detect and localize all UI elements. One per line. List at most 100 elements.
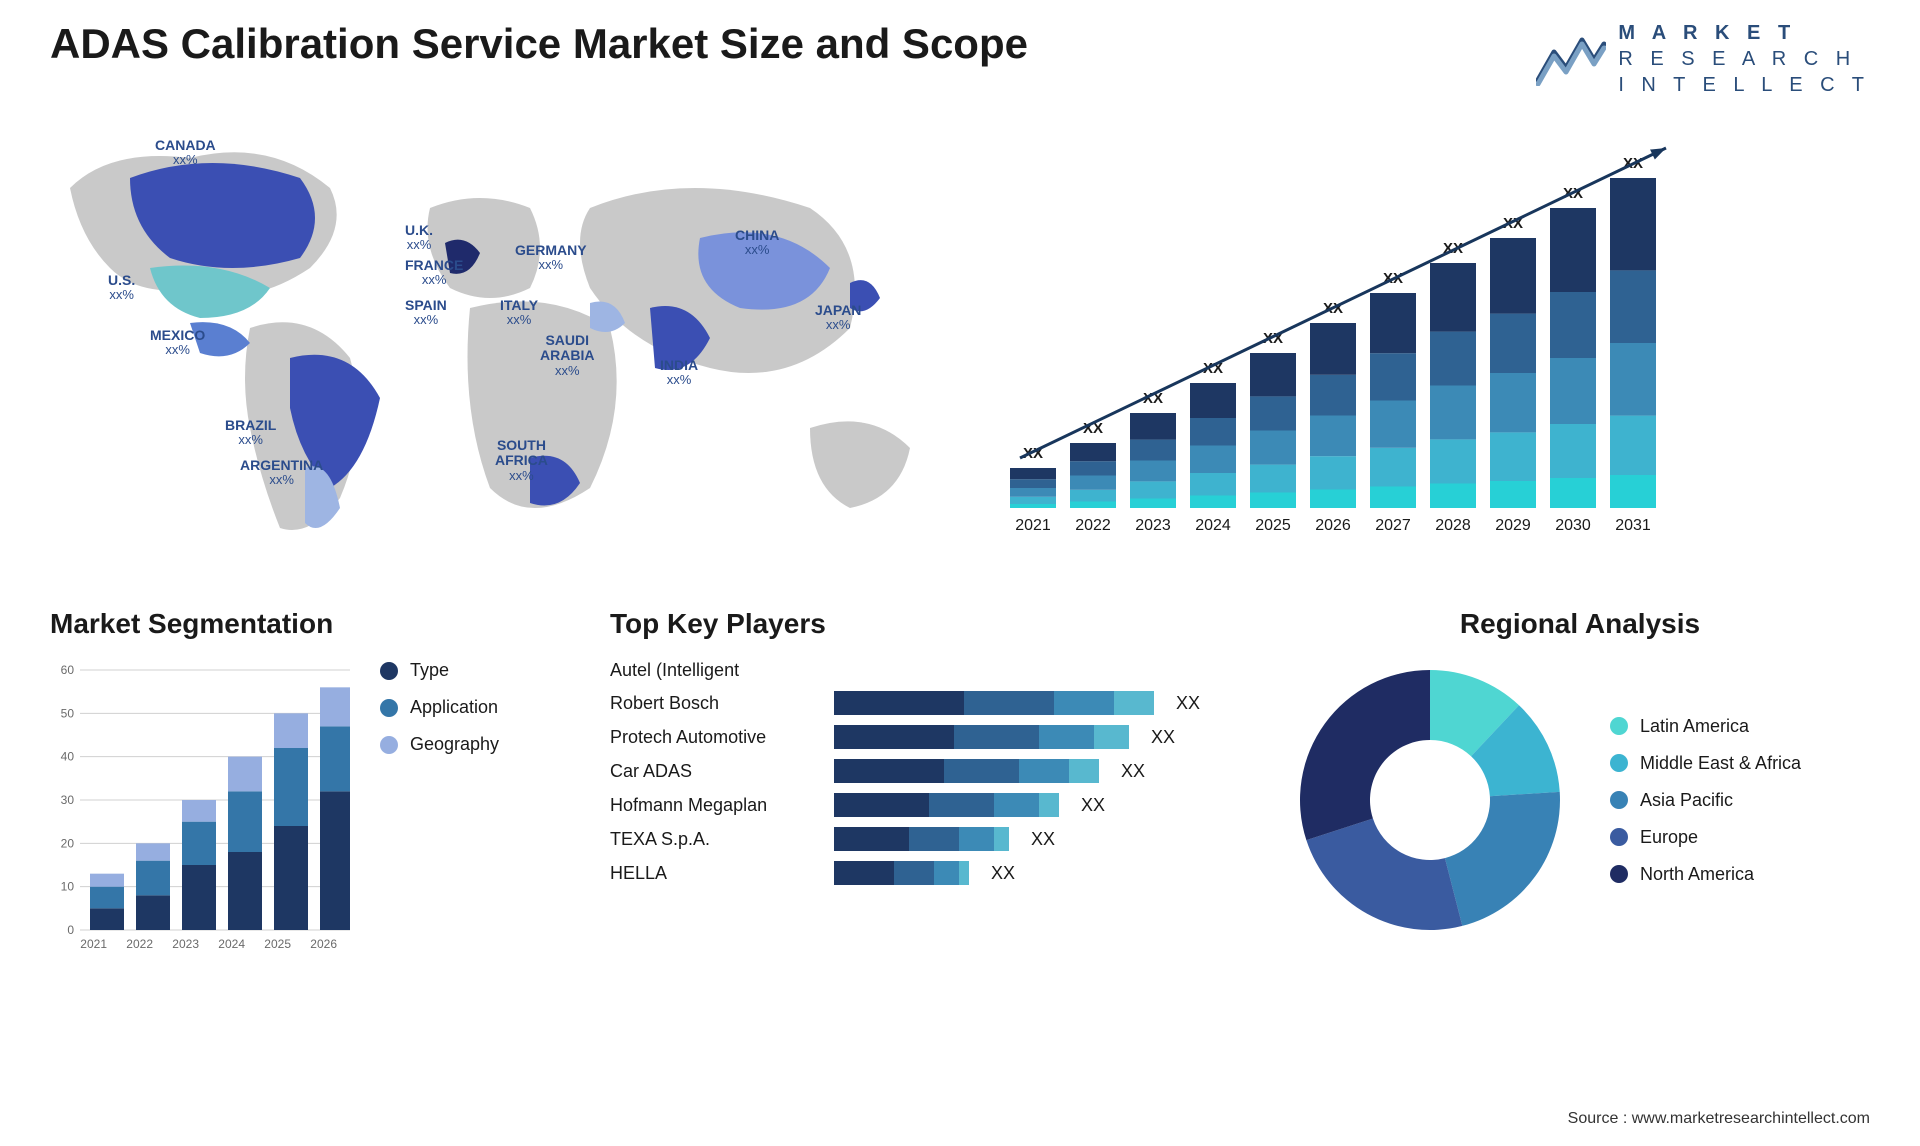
country-label: U.K.xx% (405, 223, 433, 253)
player-bar (834, 861, 969, 885)
legend-swatch (1610, 791, 1628, 809)
legend-item: Asia Pacific (1610, 790, 1801, 811)
country-label: SPAINxx% (405, 298, 447, 328)
legend-item: North America (1610, 864, 1801, 885)
players-title: Top Key Players (610, 608, 1250, 640)
player-name: Car ADAS (610, 761, 820, 782)
source-text: Source : www.marketresearchintellect.com (1568, 1110, 1870, 1128)
svg-text:2022: 2022 (1075, 517, 1111, 534)
player-value: XX (1176, 693, 1200, 714)
legend-item: Latin America (1610, 716, 1801, 737)
player-row: Autel (Intelligent (610, 660, 1250, 681)
svg-text:2027: 2027 (1375, 517, 1411, 534)
svg-text:2026: 2026 (1315, 517, 1351, 534)
legend-label: Latin America (1640, 716, 1749, 737)
segmentation-chart: 0102030405060202120222023202420252026 (50, 660, 350, 965)
svg-text:10: 10 (61, 880, 75, 894)
legend-swatch (380, 736, 398, 754)
segmentation-title: Market Segmentation (50, 608, 570, 640)
country-label: ITALYxx% (500, 298, 538, 328)
svg-text:0: 0 (67, 923, 74, 937)
player-value: XX (991, 863, 1015, 884)
page-title: ADAS Calibration Service Market Size and… (50, 20, 1028, 68)
svg-text:40: 40 (61, 750, 75, 764)
svg-text:2031: 2031 (1615, 517, 1651, 534)
player-row: HELLA XX (610, 861, 1250, 885)
legend-label: Asia Pacific (1640, 790, 1733, 811)
svg-text:20: 20 (61, 836, 75, 850)
country-label: CHINAxx% (735, 228, 779, 258)
player-row: Car ADAS XX (610, 759, 1250, 783)
country-label: INDIAxx% (660, 358, 698, 388)
svg-text:30: 30 (61, 793, 75, 807)
legend-label: Geography (410, 734, 499, 755)
country-label: CANADAxx% (155, 138, 216, 168)
country-label: ARGENTINAxx% (240, 458, 323, 488)
svg-text:2024: 2024 (1195, 517, 1231, 534)
svg-text:2029: 2029 (1495, 517, 1531, 534)
player-value: XX (1081, 795, 1105, 816)
svg-text:2026: 2026 (310, 937, 337, 951)
legend-label: Application (410, 697, 498, 718)
legend-item: Application (380, 697, 499, 718)
player-name: Hofmann Megaplan (610, 795, 820, 816)
legend-swatch (1610, 717, 1628, 735)
svg-text:2021: 2021 (80, 937, 107, 951)
logo-icon (1536, 32, 1606, 86)
main-chart-svg: XX2021XX2022XX2023XX2024XX2025XX2026XX20… (990, 128, 1690, 548)
svg-text:2024: 2024 (218, 937, 245, 951)
legend-swatch (1610, 828, 1628, 846)
player-name: Robert Bosch (610, 693, 820, 714)
world-map: CANADAxx%U.S.xx%MEXICOxx%BRAZILxx%ARGENT… (50, 128, 950, 558)
player-bar (834, 793, 1059, 817)
legend-swatch (380, 699, 398, 717)
svg-text:2023: 2023 (172, 937, 199, 951)
country-label: U.S.xx% (108, 273, 135, 303)
player-value: XX (1031, 829, 1055, 850)
svg-text:2023: 2023 (1135, 517, 1171, 534)
logo: M A R K E T R E S E A R C H I N T E L L … (1536, 20, 1870, 98)
player-value: XX (1151, 727, 1175, 748)
main-growth-chart: XX2021XX2022XX2023XX2024XX2025XX2026XX20… (990, 128, 1870, 558)
player-bar (834, 725, 1129, 749)
logo-line1: M A R K E T (1618, 20, 1870, 46)
regional-donut (1290, 660, 1570, 940)
player-name: HELLA (610, 863, 820, 884)
legend-swatch (380, 662, 398, 680)
legend-label: Middle East & Africa (1640, 753, 1801, 774)
logo-line3: I N T E L L E C T (1618, 72, 1870, 98)
svg-text:50: 50 (61, 706, 75, 720)
player-row: Robert Bosch XX (610, 691, 1250, 715)
regional-legend: Latin America Middle East & Africa Asia Pa… (1610, 716, 1801, 885)
regional-panel: Regional Analysis Latin America Middle Ea… (1290, 608, 1870, 988)
player-name: TEXA S.p.A. (610, 829, 820, 850)
legend-swatch (1610, 754, 1628, 772)
segmentation-panel: Market Segmentation 0 10 20 30 40 50 60 2021 202… (50, 608, 570, 988)
svg-text:2025: 2025 (1255, 517, 1291, 534)
country-label: JAPANxx% (815, 303, 861, 333)
country-label: SAUDIARABIAxx% (540, 333, 594, 378)
regional-title: Regional Analysis (1290, 608, 1870, 640)
legend-item: Type (380, 660, 499, 681)
logo-line2: R E S E A R C H (1618, 46, 1870, 72)
country-label: FRANCExx% (405, 258, 463, 288)
legend-item: Geography (380, 734, 499, 755)
player-value: XX (1121, 761, 1145, 782)
legend-item: Middle East & Africa (1610, 753, 1801, 774)
player-row: TEXA S.p.A. XX (610, 827, 1250, 851)
player-name: Autel (Intelligent (610, 660, 820, 681)
segmentation-legend: Type Application Geography (380, 660, 499, 965)
player-row: Hofmann Megaplan XX (610, 793, 1250, 817)
players-panel: Top Key Players Autel (Intelligent Robert… (610, 608, 1250, 988)
legend-label: Type (410, 660, 449, 681)
country-label: GERMANYxx% (515, 243, 587, 273)
country-label: MEXICOxx% (150, 328, 205, 358)
svg-text:60: 60 (61, 663, 75, 677)
legend-item: Europe (1610, 827, 1801, 848)
svg-text:2030: 2030 (1555, 517, 1591, 534)
player-bar (834, 691, 1154, 715)
player-row: Protech AutomotiveXX (610, 725, 1250, 749)
svg-text:2021: 2021 (1015, 517, 1051, 534)
legend-label: Europe (1640, 827, 1698, 848)
svg-text:2028: 2028 (1435, 517, 1471, 534)
